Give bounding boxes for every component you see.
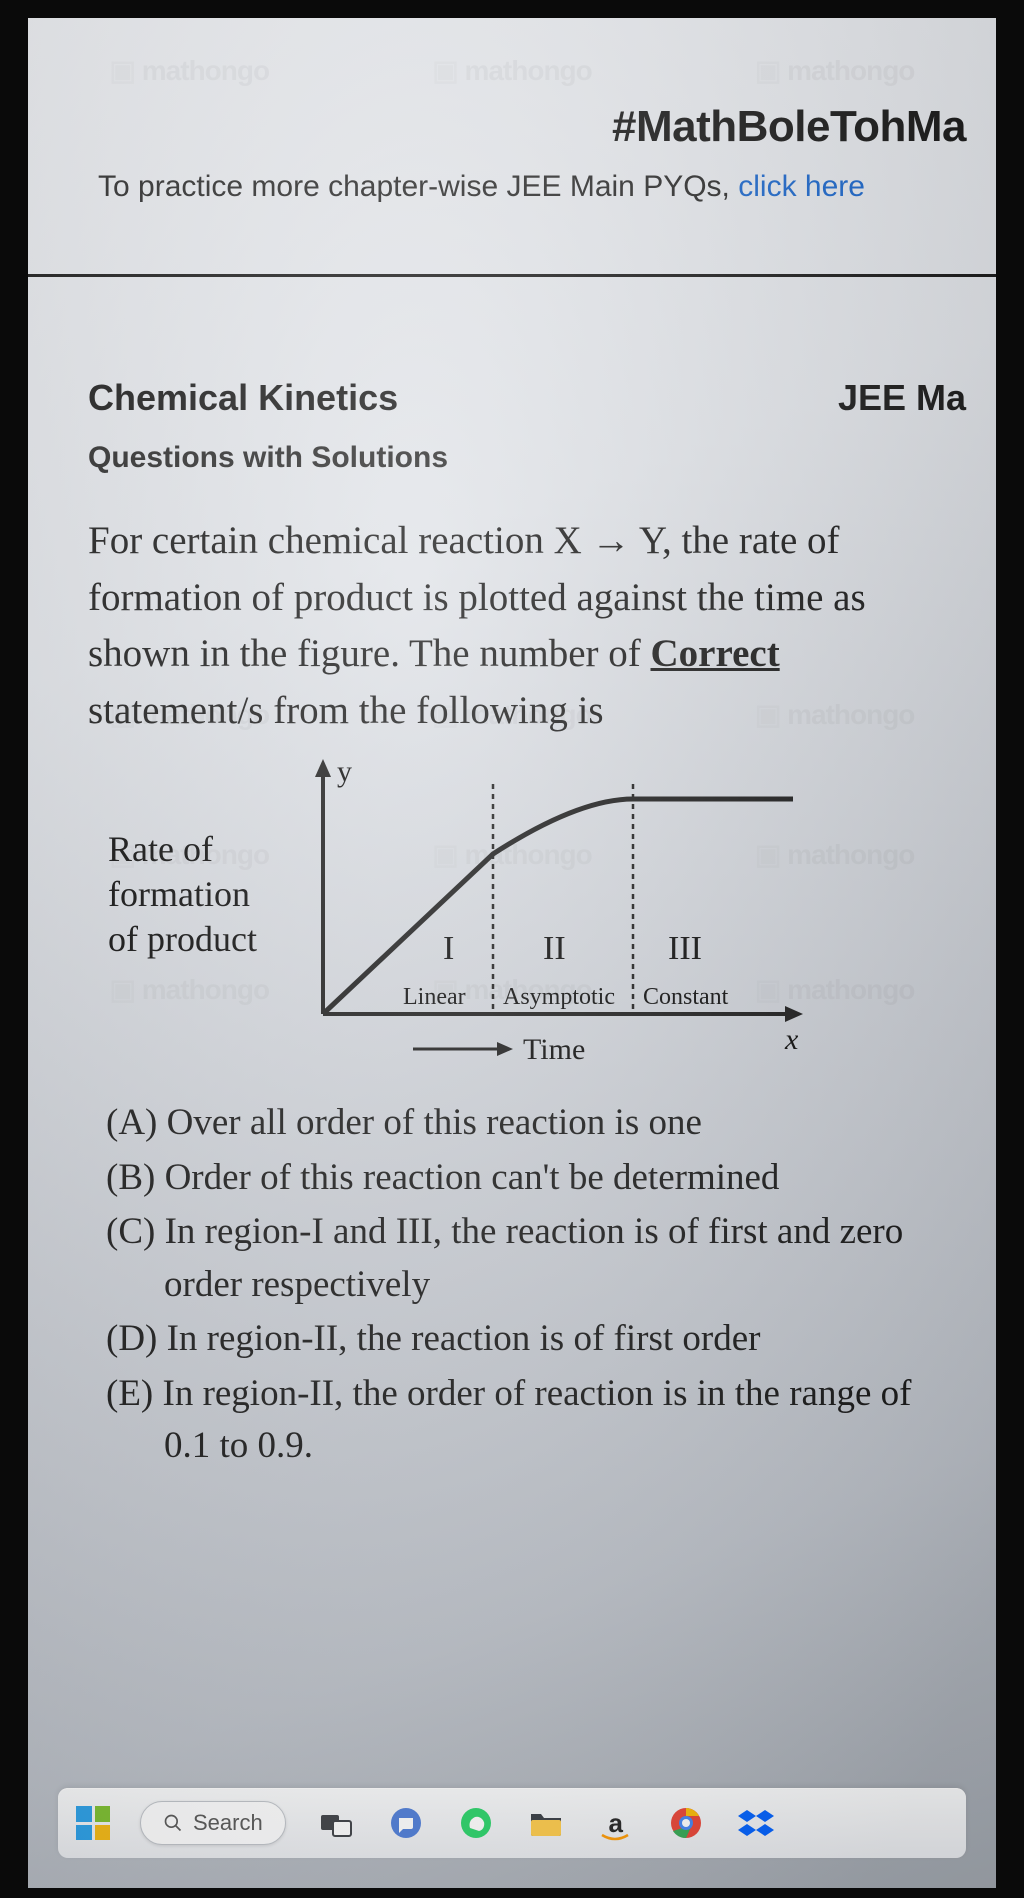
- chrome-icon[interactable]: [666, 1803, 706, 1843]
- exam-tag: JEE Ma: [838, 377, 966, 419]
- whatsapp-icon[interactable]: [456, 1803, 496, 1843]
- option-c: (C) In region-I and III, the reaction is…: [106, 1206, 966, 1311]
- region-3-label: Constant: [643, 984, 729, 1010]
- y-axis-label: Rate of formation of product: [108, 827, 257, 962]
- rate-time-graph: Rate of formation of product y x I: [108, 749, 828, 1079]
- region-2-number: II: [543, 930, 566, 967]
- practice-line: To practice more chapter-wise JEE Main P…: [78, 170, 966, 204]
- folder-icon[interactable]: [526, 1803, 566, 1843]
- taskbar: Search a: [58, 1788, 966, 1858]
- region-3-number: III: [668, 930, 702, 967]
- practice-link[interactable]: click here: [738, 170, 865, 203]
- practice-text: To practice more chapter-wise JEE Main P…: [98, 170, 738, 203]
- search-icon: [163, 1813, 183, 1833]
- page-surface: mathongomathongomathongo mathongomathong…: [28, 18, 996, 1888]
- x-axis-label: Time: [523, 1033, 585, 1066]
- amazon-icon[interactable]: a: [596, 1803, 636, 1843]
- chat-icon[interactable]: [386, 1803, 426, 1843]
- keyword-correct: Correct: [651, 632, 780, 675]
- options-list: (A) Over all order of this reaction is o…: [88, 1097, 966, 1473]
- region-1-label: Linear: [403, 984, 466, 1010]
- section-divider: [28, 274, 996, 277]
- question-text: For certain chemical reaction X → Y, the…: [88, 513, 966, 739]
- dropbox-icon[interactable]: [736, 1803, 776, 1843]
- x-axis-letter: x: [784, 1023, 799, 1056]
- option-b: (B) Order of this reaction can't be dete…: [106, 1152, 966, 1205]
- start-button[interactable]: [76, 1806, 110, 1840]
- watermark-row: mathongomathongomathongo: [28, 54, 996, 87]
- hashtag-title: #MathBoleTohMa: [78, 102, 966, 152]
- y-axis-letter: y: [337, 759, 352, 788]
- search-placeholder: Search: [193, 1810, 263, 1836]
- taskview-icon[interactable]: [316, 1803, 356, 1843]
- option-a: (A) Over all order of this reaction is o…: [106, 1097, 966, 1150]
- graph-svg: y x I II III Linear Asymptotic Constant: [303, 759, 823, 1079]
- section-title: Chemical Kinetics: [88, 377, 398, 419]
- region-1-number: I: [443, 930, 454, 967]
- region-2-label: Asymptotic: [503, 984, 615, 1010]
- option-d: (D) In region-II, the reaction is of fir…: [106, 1313, 966, 1366]
- section-subhead: Questions with Solutions: [88, 441, 966, 475]
- search-box[interactable]: Search: [140, 1801, 286, 1845]
- option-e: (E) In region-II, the order of reaction …: [106, 1368, 966, 1473]
